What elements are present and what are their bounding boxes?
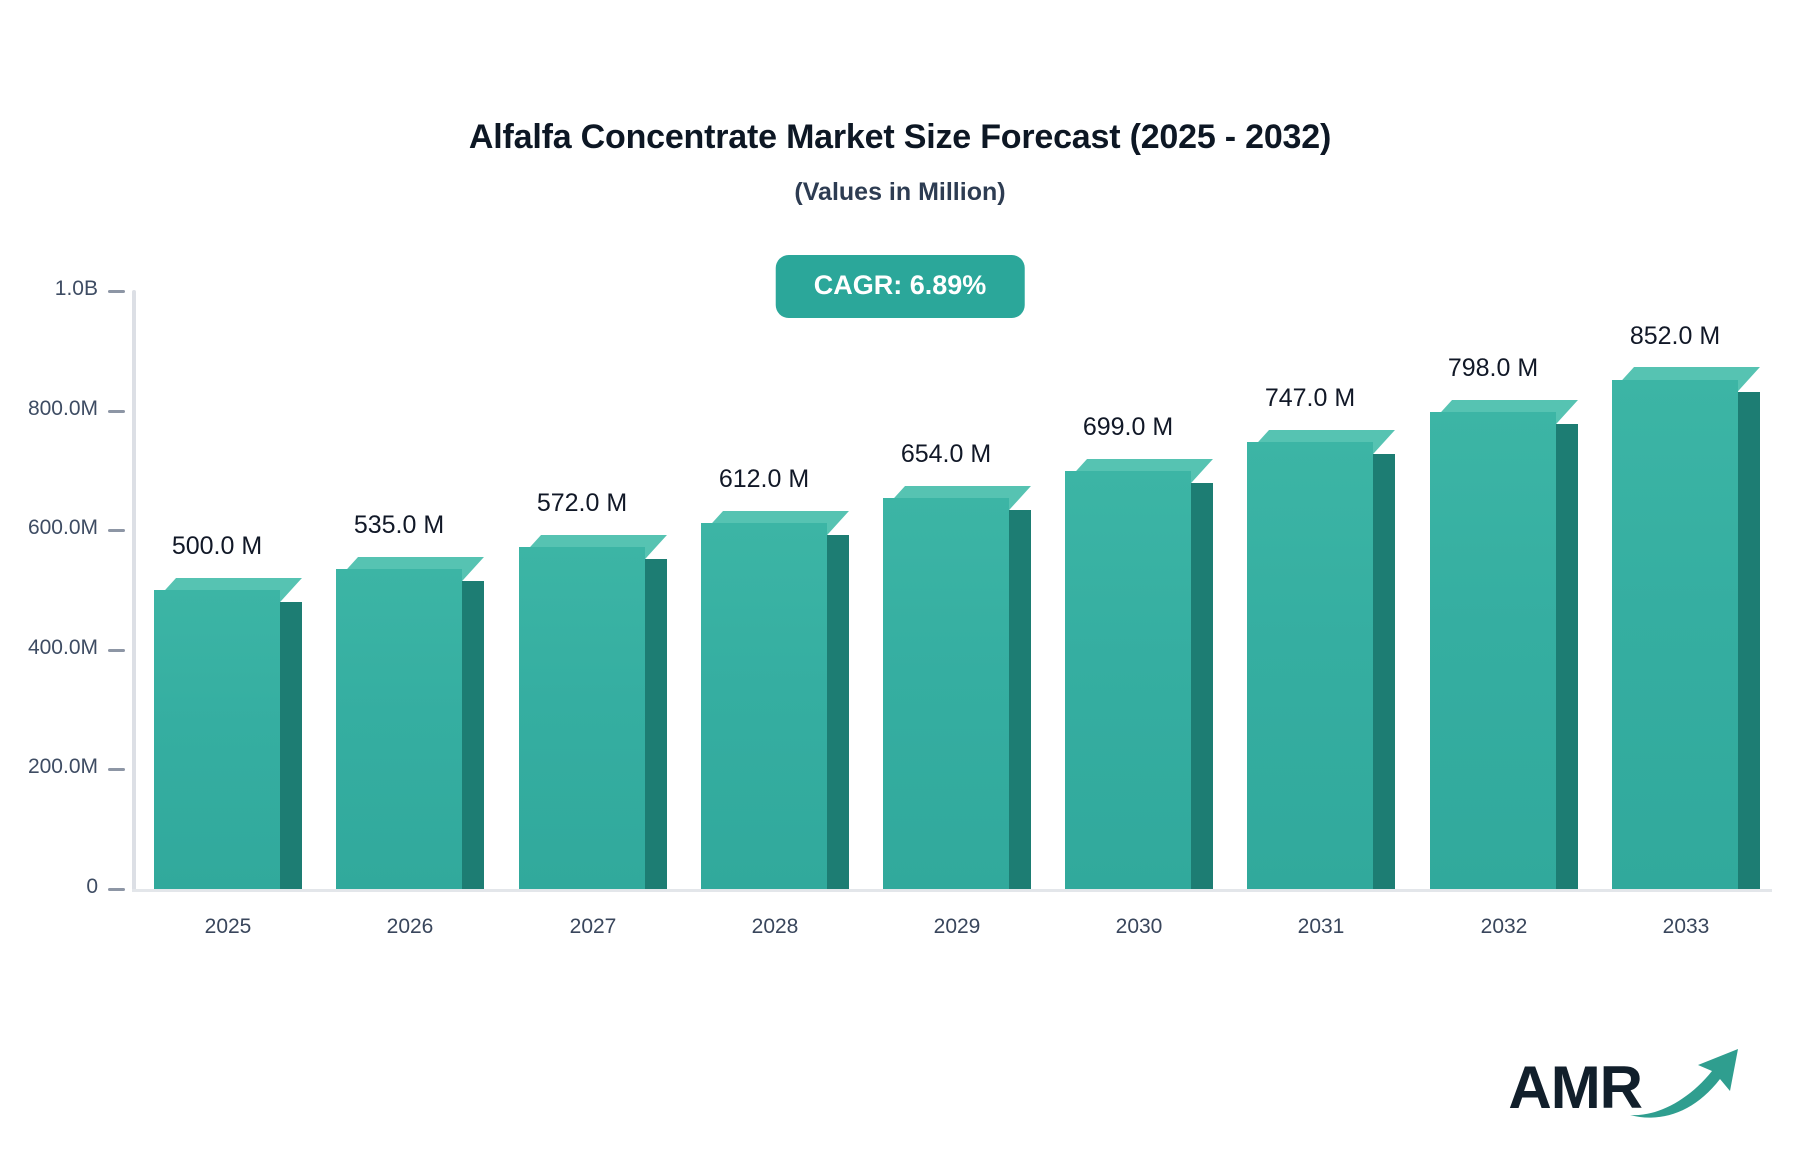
bar[interactable] <box>1065 470 1191 889</box>
y-axis-tick-label: 1.0B <box>54 277 98 300</box>
bar-side-face <box>1373 454 1395 889</box>
growth-arrow-icon <box>1626 1043 1744 1126</box>
bar[interactable] <box>1612 379 1738 889</box>
x-axis-tick-label: 2026 <box>386 915 434 938</box>
y-axis-tick-label: 600.0M <box>27 516 98 540</box>
y-axis-tick-label: 200.0M <box>27 755 98 779</box>
y-axis-tick-label: 400.0M <box>27 635 98 659</box>
bar[interactable] <box>701 523 827 889</box>
bar[interactable] <box>1247 442 1373 889</box>
bar-value-label: 852.0 M <box>1629 321 1721 350</box>
x-axis-tick-label: 2032 <box>1480 915 1528 938</box>
x-axis-tick-label: 2033 <box>1662 915 1710 938</box>
bar-side-face <box>1556 423 1578 889</box>
y-axis-tick-label: 800.0M <box>27 396 98 420</box>
page-title: Alfalfa Concentrate Market Size Forecast… <box>468 118 1332 156</box>
y-axis-tick-mark <box>108 768 125 772</box>
bar-value-label: 798.0 M <box>1447 353 1539 382</box>
y-axis-tick-mark <box>108 888 125 891</box>
x-axis-line <box>132 889 1772 892</box>
amr-logo: AMR <box>1508 1035 1760 1118</box>
bar-value-label: 535.0 M <box>353 511 445 540</box>
bar-side-face <box>280 602 302 889</box>
bar[interactable] <box>519 546 645 889</box>
y-axis-tick-label: 0 <box>86 875 98 898</box>
cagr-badge: CAGR: 6.89% <box>775 255 1025 318</box>
logo-text: AMR <box>1508 1054 1643 1121</box>
page-subtitle: (Values in Million) <box>794 178 1006 206</box>
y-axis-line <box>132 290 136 892</box>
y-axis-tick-mark <box>108 529 125 533</box>
bar-side-face <box>645 559 667 889</box>
bar[interactable] <box>336 569 462 889</box>
x-axis-tick-label: 2029 <box>933 915 981 938</box>
y-axis-tick-mark <box>108 409 125 413</box>
bar-side-face <box>462 581 484 889</box>
x-axis-tick-label: 2025 <box>204 915 252 938</box>
bar-side-face <box>1191 483 1213 889</box>
y-axis-tick-mark <box>108 648 125 652</box>
x-axis-tick-label: 2028 <box>751 915 799 938</box>
bar-value-label: 654.0 M <box>900 439 992 468</box>
x-axis-tick-label: 2030 <box>1115 915 1163 938</box>
bar-value-label: 572.0 M <box>536 488 628 517</box>
bar-value-label: 747.0 M <box>1264 384 1356 413</box>
bar-side-face <box>1009 510 1031 889</box>
bar[interactable] <box>154 590 280 889</box>
x-axis-tick-label: 2027 <box>569 915 617 938</box>
bar[interactable] <box>883 497 1009 889</box>
y-axis-tick-mark <box>108 290 125 293</box>
bar[interactable] <box>1430 411 1556 889</box>
bar-value-label: 612.0 M <box>718 465 810 494</box>
bar-side-face <box>1738 391 1760 889</box>
bar-value-label: 699.0 M <box>1082 412 1174 441</box>
x-axis-tick-label: 2031 <box>1297 915 1345 938</box>
bar-side-face <box>827 535 849 889</box>
bar-value-label: 500.0 M <box>171 532 263 560</box>
